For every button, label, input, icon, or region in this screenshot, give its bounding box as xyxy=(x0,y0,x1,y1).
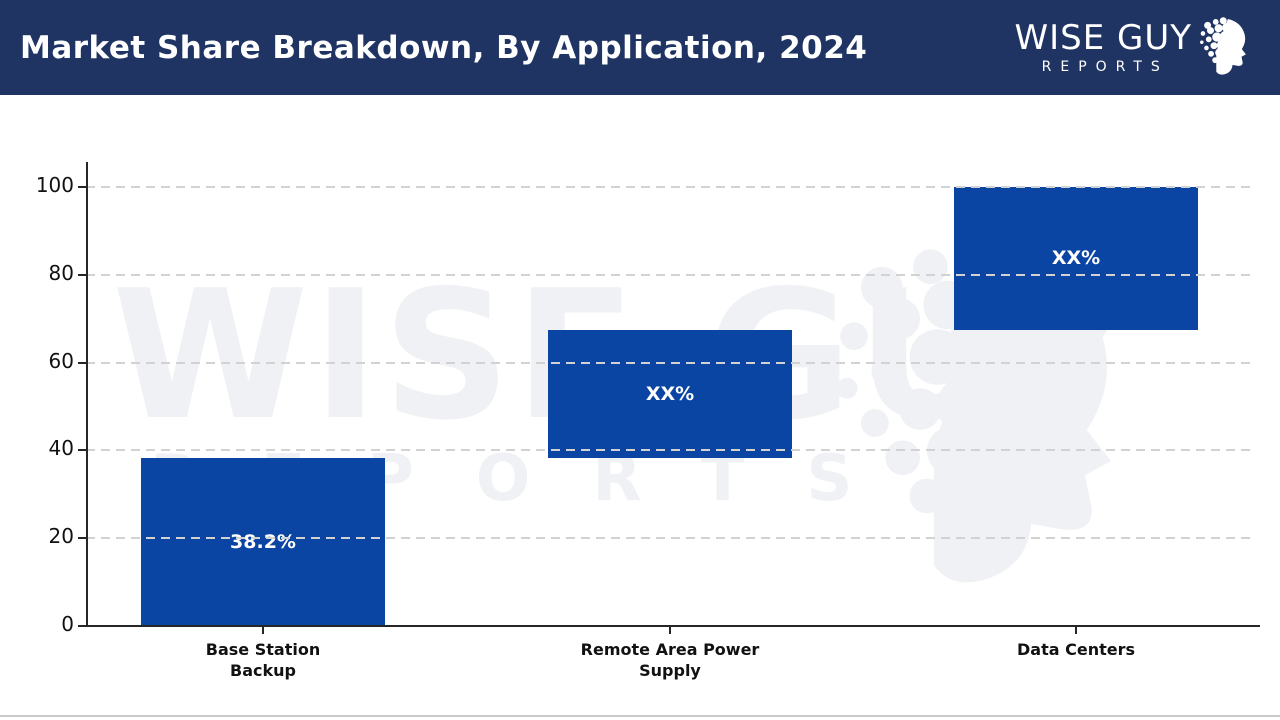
gridline-y20 xyxy=(86,537,1256,540)
bar-1: 38.2% xyxy=(141,458,385,626)
bar-value-label: XX% xyxy=(645,382,695,405)
xtick-mark xyxy=(262,627,264,634)
gridline-y80 xyxy=(86,273,1256,276)
footer-divider xyxy=(0,715,1280,717)
y-axis xyxy=(86,162,88,627)
ytick-mark xyxy=(78,361,86,364)
ytick-mark xyxy=(78,449,86,452)
gridline-y40 xyxy=(86,449,1256,452)
gridline-y100 xyxy=(86,186,1256,188)
ytick-mark xyxy=(78,273,86,276)
category-label-line: Remote Area Power xyxy=(580,640,760,659)
category-label-line: Backup xyxy=(230,661,296,680)
brand-logo-text: WISE GUY REPORTS xyxy=(1014,21,1192,74)
ytick-label: 20 xyxy=(48,524,74,549)
category-label-line: Data Centers xyxy=(1017,640,1135,659)
category-label: Data Centers xyxy=(916,639,1236,660)
page-title: Market Share Breakdown, By Application, … xyxy=(20,29,868,66)
header: Market Share Breakdown, By Application, … xyxy=(0,0,1280,95)
ytick-label: 80 xyxy=(48,260,74,285)
brand-logo: WISE GUY REPORTS xyxy=(1014,16,1254,80)
ytick-mark xyxy=(78,186,86,188)
category-label: Remote Area Power Supply xyxy=(510,639,830,681)
xtick-mark xyxy=(669,627,671,634)
logo-tagline: REPORTS xyxy=(1041,59,1169,75)
bar-value-label: XX% xyxy=(1051,247,1101,270)
ytick-mark xyxy=(78,537,86,540)
x-axis xyxy=(86,625,1260,627)
bar-3: XX% xyxy=(954,187,1198,330)
ytick-label: 60 xyxy=(48,348,74,373)
xtick-mark xyxy=(1075,627,1077,634)
gridline-y60 xyxy=(86,361,1256,364)
logo-wordmark: WISE GUY xyxy=(1014,18,1192,58)
ytick-mark xyxy=(78,625,86,627)
ytick-label: 0 xyxy=(61,612,74,636)
bar-2: XX% xyxy=(548,329,792,459)
bar-value-label: 38.2% xyxy=(230,531,296,554)
ytick-label: 40 xyxy=(48,436,74,461)
category-label-line: Supply xyxy=(639,661,701,680)
ytick-label: 100 xyxy=(35,173,74,197)
category-label: Base Station Backup xyxy=(103,639,423,681)
category-label-line: Base Station xyxy=(205,640,321,659)
